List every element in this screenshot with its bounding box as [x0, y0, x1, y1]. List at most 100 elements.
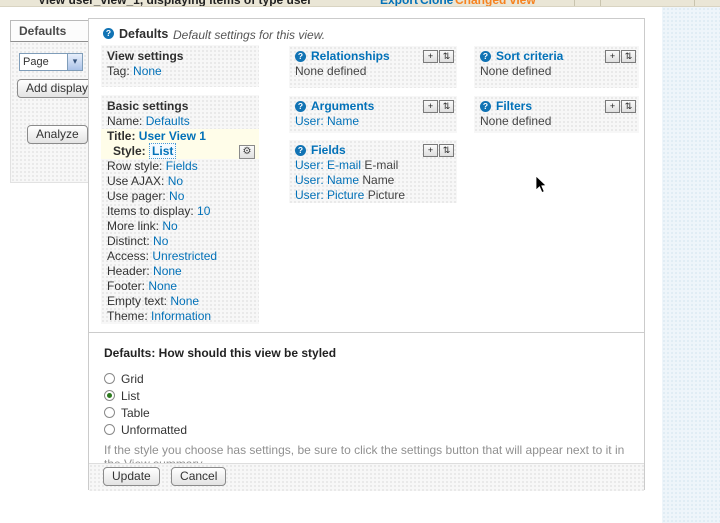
- panel-title: ? Defaults: [103, 27, 168, 41]
- setting-label: Distinct:: [107, 234, 150, 248]
- field-item-link[interactable]: User: Picture: [295, 188, 365, 202]
- radio-option-unformatted[interactable]: Unformatted: [104, 421, 187, 438]
- filters-empty: None defined: [480, 114, 552, 128]
- changed-view-label: Changed view: [455, 0, 536, 7]
- filters-box: ? Filters + ⇅ None defined: [474, 96, 639, 133]
- panel-header: ? Defaults Default settings for this view…: [89, 19, 644, 45]
- setting-label: Access:: [107, 249, 150, 263]
- setting-value-link[interactable]: User View 1: [138, 129, 206, 143]
- radio-option-grid[interactable]: Grid: [104, 370, 187, 387]
- radio-icon[interactable]: [104, 407, 115, 418]
- radio-icon-selected[interactable]: [104, 390, 115, 401]
- chevron-down-icon[interactable]: ▾: [67, 54, 82, 70]
- setting-value-link[interactable]: Unrestricted: [152, 249, 218, 263]
- setting-value-link[interactable]: 10: [197, 204, 211, 218]
- field-item-link[interactable]: User: E-mail: [295, 158, 362, 172]
- setting-value-link[interactable]: Information: [151, 309, 212, 323]
- add-icon[interactable]: +: [423, 49, 438, 63]
- relationships-title[interactable]: Relationships: [311, 49, 390, 63]
- view-settings-box: View settings Tag: None: [101, 45, 259, 87]
- add-display-button[interactable]: Add display: [17, 79, 98, 98]
- setting-label: Use AJAX:: [107, 174, 165, 188]
- radio-label: Unformatted: [121, 422, 188, 437]
- style-value-link[interactable]: List: [149, 143, 177, 159]
- setting-label: Theme:: [107, 309, 148, 323]
- help-icon[interactable]: ?: [295, 50, 306, 62]
- radio-label: Grid: [121, 371, 144, 386]
- rearrange-icon[interactable]: ⇅: [439, 99, 454, 113]
- views-edit-panel: ? Defaults Default settings for this view…: [88, 18, 645, 491]
- setting-value-link[interactable]: No: [167, 174, 184, 188]
- setting-label: Row style:: [107, 159, 163, 173]
- rearrange-icon[interactable]: ⇅: [621, 99, 636, 113]
- help-icon[interactable]: ?: [480, 50, 491, 62]
- field-item-suffix: E-mail: [361, 158, 399, 172]
- rearrange-icon[interactable]: ⇅: [439, 143, 454, 157]
- add-icon[interactable]: +: [605, 49, 620, 63]
- style-settings-gear-icon[interactable]: ⚙: [239, 145, 255, 159]
- add-icon[interactable]: +: [423, 99, 438, 113]
- style-options: Grid List Table Unformatted: [104, 370, 187, 438]
- radio-icon[interactable]: [104, 373, 115, 384]
- sort-criteria-title[interactable]: Sort criteria: [496, 49, 564, 63]
- setting-value-link[interactable]: No: [153, 234, 169, 248]
- setting-value-link[interactable]: None: [153, 264, 182, 278]
- filters-title[interactable]: Filters: [496, 99, 533, 113]
- help-icon[interactable]: ?: [295, 144, 306, 156]
- sort-criteria-box: ? Sort criteria + ⇅ None defined: [474, 46, 639, 88]
- radio-label: List: [121, 388, 140, 403]
- radio-option-table[interactable]: Table: [104, 404, 187, 421]
- setting-label: Empty text:: [107, 294, 168, 308]
- setting-value-link[interactable]: Fields: [165, 159, 198, 173]
- field-item: User: Picture Picture: [295, 188, 451, 203]
- setting-value-link[interactable]: No: [169, 189, 185, 203]
- tab-defaults[interactable]: Defaults: [10, 20, 90, 42]
- update-button[interactable]: Update: [103, 467, 160, 486]
- setting-value-link[interactable]: No: [162, 219, 178, 233]
- display-type-value: Page: [23, 56, 49, 68]
- field-item: User: Name Name: [295, 173, 451, 188]
- arguments-box: ? Arguments + ⇅ User: Name: [289, 96, 457, 133]
- radio-icon[interactable]: [104, 424, 115, 435]
- setting-value-link[interactable]: Defaults: [145, 114, 190, 128]
- help-icon[interactable]: ?: [295, 100, 306, 112]
- argument-item-link[interactable]: User: Name: [295, 114, 360, 128]
- clone-link[interactable]: Clone: [420, 0, 454, 7]
- style-form-heading: Defaults: How should this view be styled: [104, 346, 337, 360]
- basic-settings-box: Basic settings Name: Defaults Title: Use…: [101, 95, 259, 324]
- rearrange-icon[interactable]: ⇅: [621, 49, 636, 63]
- sort-criteria-empty: None defined: [480, 64, 552, 78]
- field-item-link[interactable]: User: Name: [295, 173, 360, 187]
- setting-label: Name:: [107, 114, 143, 128]
- setting-value-link[interactable]: None: [170, 294, 200, 308]
- strip-divider: [600, 0, 601, 6]
- cancel-button[interactable]: Cancel: [171, 467, 227, 486]
- analyze-button[interactable]: Analyze: [27, 125, 88, 144]
- setting-label: Items to display:: [107, 204, 194, 218]
- add-icon[interactable]: +: [605, 99, 620, 113]
- panel-subtitle: Default settings for this view.: [173, 28, 326, 42]
- export-link[interactable]: Export: [380, 0, 419, 7]
- form-footer: Update Cancel: [89, 463, 644, 491]
- arguments-title[interactable]: Arguments: [311, 99, 375, 113]
- fields-box: ? Fields + ⇅ User: E-mail E-mail User: Na…: [289, 140, 457, 203]
- display-type-select[interactable]: Page ▾: [19, 53, 83, 71]
- rearrange-icon[interactable]: ⇅: [439, 49, 454, 63]
- view-settings-title: View settings: [107, 49, 184, 63]
- help-icon[interactable]: ?: [480, 100, 491, 112]
- setting-label: Style:: [113, 144, 146, 158]
- add-icon[interactable]: +: [423, 143, 438, 157]
- tag-label: Tag:: [107, 64, 130, 78]
- page-title: View user_view_1, displaying items of ty…: [38, 0, 312, 7]
- relationships-empty: None defined: [295, 64, 367, 78]
- relationships-box: ? Relationships + ⇅ None defined: [289, 46, 457, 88]
- fields-title[interactable]: Fields: [311, 143, 346, 157]
- style-form: Defaults: How should this view be styled…: [89, 332, 644, 491]
- field-item: User: E-mail E-mail: [295, 158, 451, 173]
- page-header-strip: View user_view_1, displaying items of ty…: [0, 0, 720, 7]
- tag-value-link[interactable]: None: [133, 64, 162, 78]
- setting-label: Footer:: [107, 279, 146, 293]
- setting-value-link[interactable]: None: [148, 279, 178, 293]
- help-icon[interactable]: ?: [103, 28, 114, 40]
- radio-option-list[interactable]: List: [104, 387, 187, 404]
